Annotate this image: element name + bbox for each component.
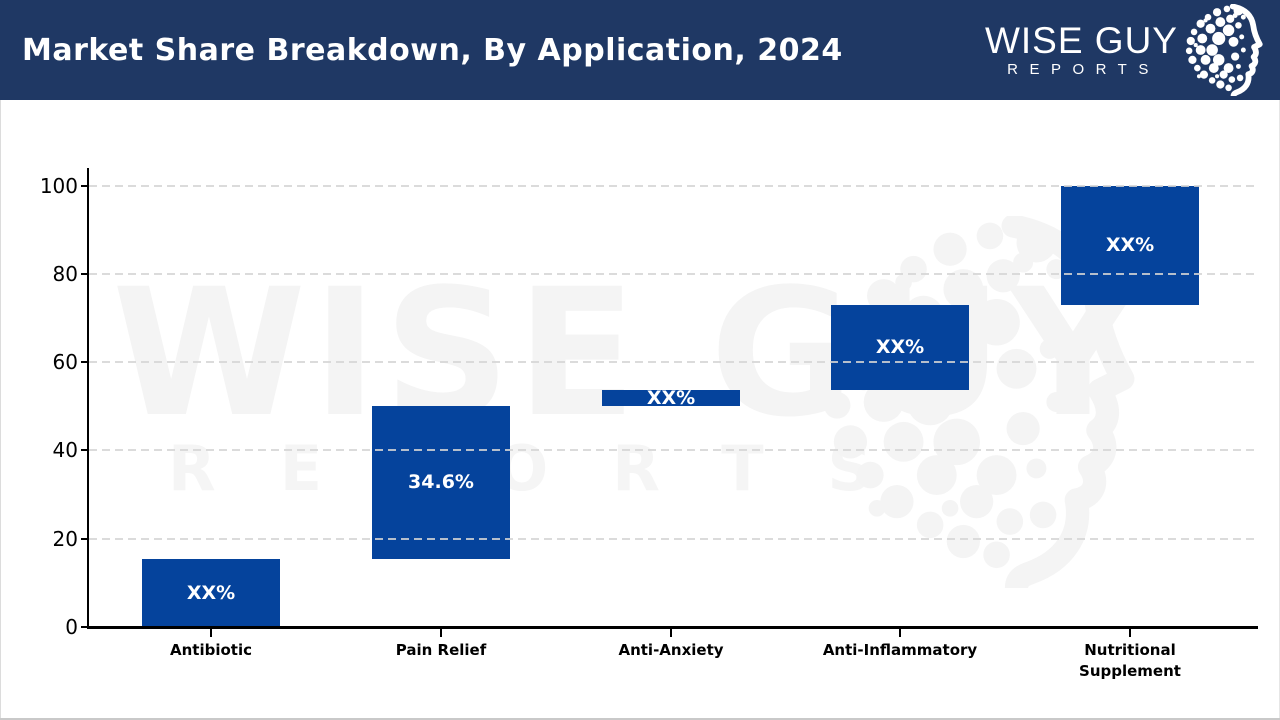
category-label-anti-inflammatory: Anti-Inflammatory [822,641,978,659]
y-axis-tick [81,626,89,628]
dotted-face-icon [1180,4,1264,96]
y-axis-line [87,168,89,629]
x-axis-tick [899,629,901,637]
x-axis-tick [670,629,672,637]
y-axis-tick [81,449,89,452]
x-axis-line [87,626,1258,629]
bar-value-label-antibiotic: XX% [186,581,236,604]
bar-value-label-anti-inflammatory: XX% [875,336,925,359]
bar-value-label-pain-relief: 34.6% [408,471,474,494]
gridline-40 [89,449,1256,452]
y-axis-tick [81,361,89,364]
page-title: Market Share Breakdown, By Application, … [22,32,843,68]
category-label-anti-anxiety: Anti-Anxiety [618,641,724,659]
gridline-100 [89,184,1256,187]
x-axis-tick [1129,629,1131,637]
y-axis-tick-label: 40 [52,438,78,463]
header-bar: Market Share Breakdown, By Application, … [0,0,1280,100]
y-axis-tick [81,537,89,540]
brand-subtitle: REPORTS [1007,61,1160,79]
watermark-subtitle-text: REPORTS [168,432,937,505]
bar-nutritional-supplement: XX% [1061,185,1199,306]
x-axis-tick [210,629,212,637]
y-axis-tick [81,184,89,187]
y-axis-tick-label: 100 [39,173,78,198]
bar-anti-inflammatory: XX% [831,305,969,391]
y-axis-tick-label: 80 [52,261,78,286]
y-axis-tick-label: 0 [65,615,78,639]
brand-logo-text: WISE GUY REPORTS [984,19,1178,79]
bar-antibiotic: XX% [142,559,280,627]
gridline-60 [89,361,1256,364]
category-label-antibiotic: Antibiotic [170,641,252,659]
gridline-80 [89,272,1256,275]
category-label-nutritional-supplement: Nutritional Supplement [1079,641,1181,680]
brand-name: WISE GUY [984,19,1178,61]
gridline-20 [89,537,1256,540]
category-label-pain-relief: Pain Relief [395,641,487,659]
y-axis-tick-label: 20 [52,526,78,551]
brand-logo: WISE GUY REPORTS [985,4,1264,96]
bar-anti-anxiety: XX% [602,386,740,409]
x-axis-tick [440,629,442,637]
bar-pain-relief: 34.6% [372,406,510,559]
y-axis-tick [81,272,89,275]
y-axis-tick-label: 60 [52,350,78,375]
bar-value-label-anti-anxiety: XX% [646,386,696,409]
bar-value-label-nutritional-supplement: XX% [1105,233,1155,256]
